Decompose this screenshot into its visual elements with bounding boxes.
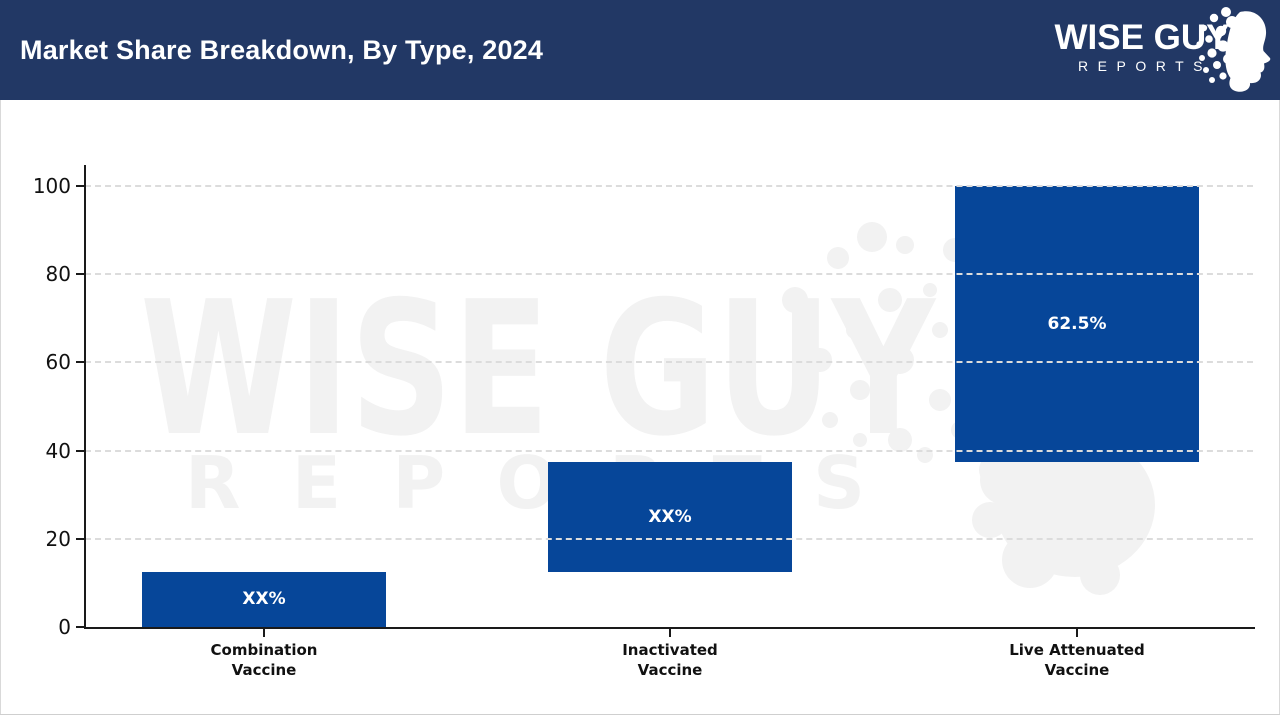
y-tick-mark [76,537,84,540]
x-category-label-line: Vaccine [231,661,297,679]
bar-inactivated-vaccine [548,461,792,572]
x-category-label-line: Combination [210,641,318,659]
y-tick-mark [76,361,84,364]
y-tick-label: 40 [45,438,71,463]
x-tick-mark [669,629,671,637]
y-tick-mark [76,626,84,628]
x-category-label-2: Inactivated Vaccine [560,640,780,680]
x-tick-mark [1076,629,1078,637]
left-border-line [0,100,1,715]
bar-live-attenuated-vaccine [955,186,1199,462]
y-tick-label: 100 [32,174,71,198]
bar-value-label: 62.5% [1047,313,1107,334]
y-tick-mark [76,449,84,452]
gridline-y80 [85,273,1253,276]
watermark-face-blob [972,433,1155,595]
gridline-y40 [85,449,1253,452]
y-tick-label: 0 [58,615,71,639]
chart-title: Market Share Breakdown, By Type, 2024 [20,34,544,65]
bar-combination-vaccine [142,571,386,627]
gridline-y100 [85,185,1253,187]
y-tick-label: 20 [45,526,71,551]
x-category-label-line: Vaccine [637,661,703,679]
x-category-label-1: Combination Vaccine [154,640,374,680]
bottom-border-line [0,714,1280,715]
gridline-y20 [85,537,1253,540]
y-axis-spine [84,165,86,629]
x-category-label-3: Live Attenuated Vaccine [967,640,1187,680]
dotted-face-icon [1196,7,1271,92]
plot-area: WISE GUY REPORTS [0,100,1280,720]
logo-sub-text: REPORTS [1078,58,1212,74]
y-tick-label: 60 [45,350,71,375]
logo-brand-text: WISE GUY [1054,18,1230,57]
y-tick-mark [76,185,84,187]
x-axis-spine [84,627,1255,629]
x-tick-mark [263,629,265,637]
x-category-label-line: Vaccine [1044,661,1110,679]
y-tick-mark [76,273,84,276]
bar-value-label: XX% [242,589,286,610]
gridline-y60 [85,361,1253,364]
bar-value-label: XX% [648,506,692,527]
logo-text: WISE GUY REPORTS [1052,18,1232,75]
y-tick-label: 80 [45,262,71,287]
x-category-label-line: Inactivated [622,641,718,659]
header-bar: Market Share Breakdown, By Type, 2024 WI… [0,0,1280,100]
wiseguy-logo: WISE GUY REPORTS [1022,6,1272,94]
x-category-label-line: Live Attenuated [1009,641,1145,659]
